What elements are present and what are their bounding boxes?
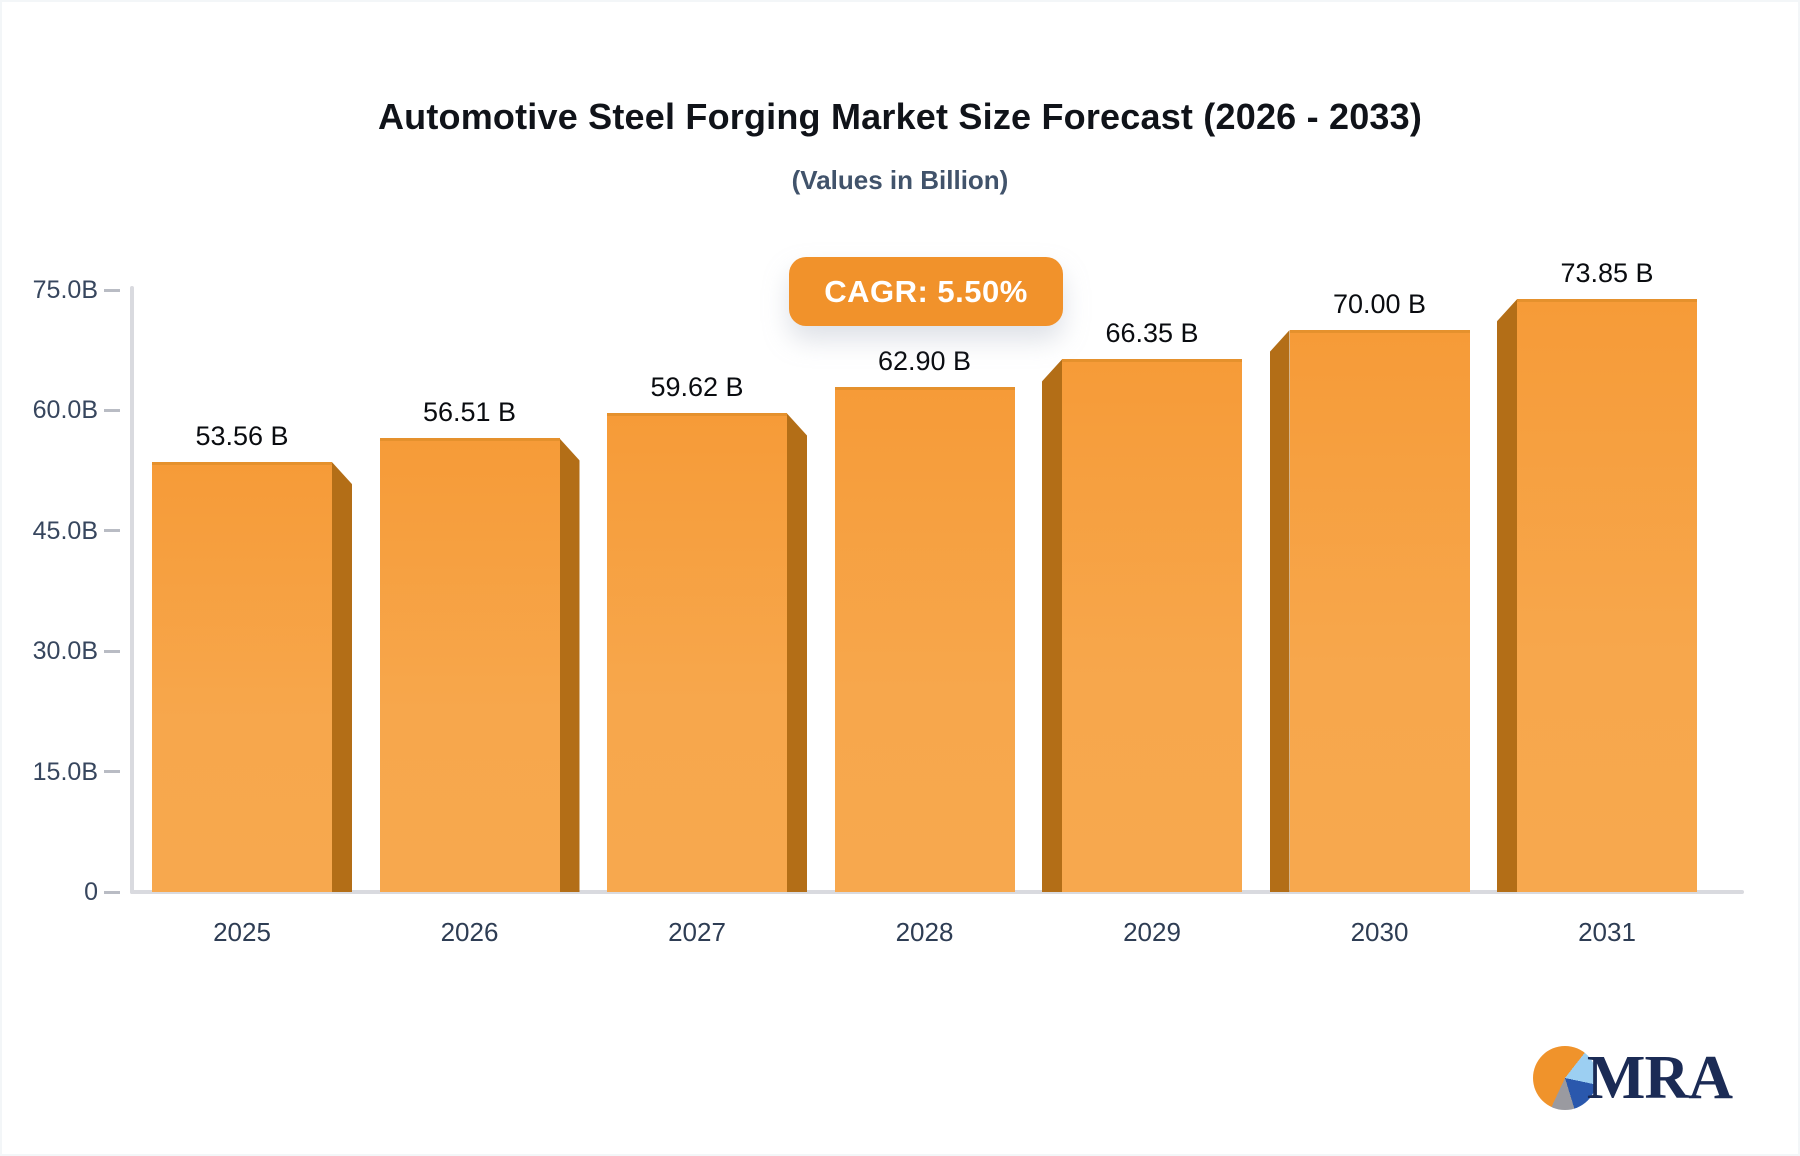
bar-3d-side-2029 [1042,359,1062,892]
x-axis-label-2031: 2031 [1578,917,1636,947]
bar-2027[interactable] [607,413,787,892]
x-axis-label-2027: 2027 [668,917,726,947]
bar-2025[interactable] [152,462,332,892]
bar-value-label: 53.56 B [195,421,289,452]
chart-title: Automotive Steel Forging Market Size For… [377,96,1423,137]
bar-2029[interactable] [1062,359,1242,892]
y-tick-label: 0 [84,878,98,906]
bar-value-label: 70.00 B [1332,289,1427,320]
y-axis-line [130,286,134,894]
mra-logo: MRA [1532,1044,1733,1112]
bar-value-label: 62.90 B [877,346,972,377]
y-tick-label: 45.0B [32,516,98,545]
y-tick-mark [104,649,120,653]
y-tick-label: 75.0B [32,276,98,304]
bar-3d-side-2027 [787,413,807,892]
y-tick-mark [104,408,120,412]
y-tick-mark [104,288,120,292]
bar-3d-side-2025 [332,462,352,892]
bar-3d-side-2030 [1269,330,1290,892]
x-axis-label-2028: 2028 [895,917,954,947]
logo-text: MRA [1586,1044,1733,1112]
y-tick-label: 15.0B [32,757,98,786]
cagr-badge: CAGR: 5.50% [789,257,1063,326]
y-tick-mark [104,890,120,894]
bar-3d-side-2031 [1497,299,1517,892]
bar-2030[interactable] [1289,330,1470,892]
bar-value-label: 56.51 B [422,397,517,428]
bar-value-label: 66.35 B [1105,318,1199,349]
x-axis-label-2025: 2025 [213,917,271,947]
x-axis-label-2026: 2026 [440,917,499,947]
pie-chart-icon [1532,1046,1597,1110]
bar-value-label: 59.62 B [650,372,744,403]
x-axis-label-2029: 2029 [1123,917,1181,947]
x-axis-line [130,890,1744,894]
y-tick-mark [104,529,120,533]
x-axis-label-2030: 2030 [1350,917,1409,947]
y-tick-label: 60.0B [32,396,98,425]
bar-3d-side-2026 [559,438,580,892]
cagr-badge-label: CAGR: 5.50% [824,273,1028,309]
bar-2031[interactable] [1517,299,1697,892]
chart-subtitle: (Values in Billion) [791,165,1009,195]
bar-value-label: 73.85 B [1560,258,1654,289]
bar-2026[interactable] [379,438,560,892]
y-tick-label: 30.0B [32,637,98,666]
bar-2028[interactable] [834,387,1015,892]
y-tick-mark [104,770,120,774]
